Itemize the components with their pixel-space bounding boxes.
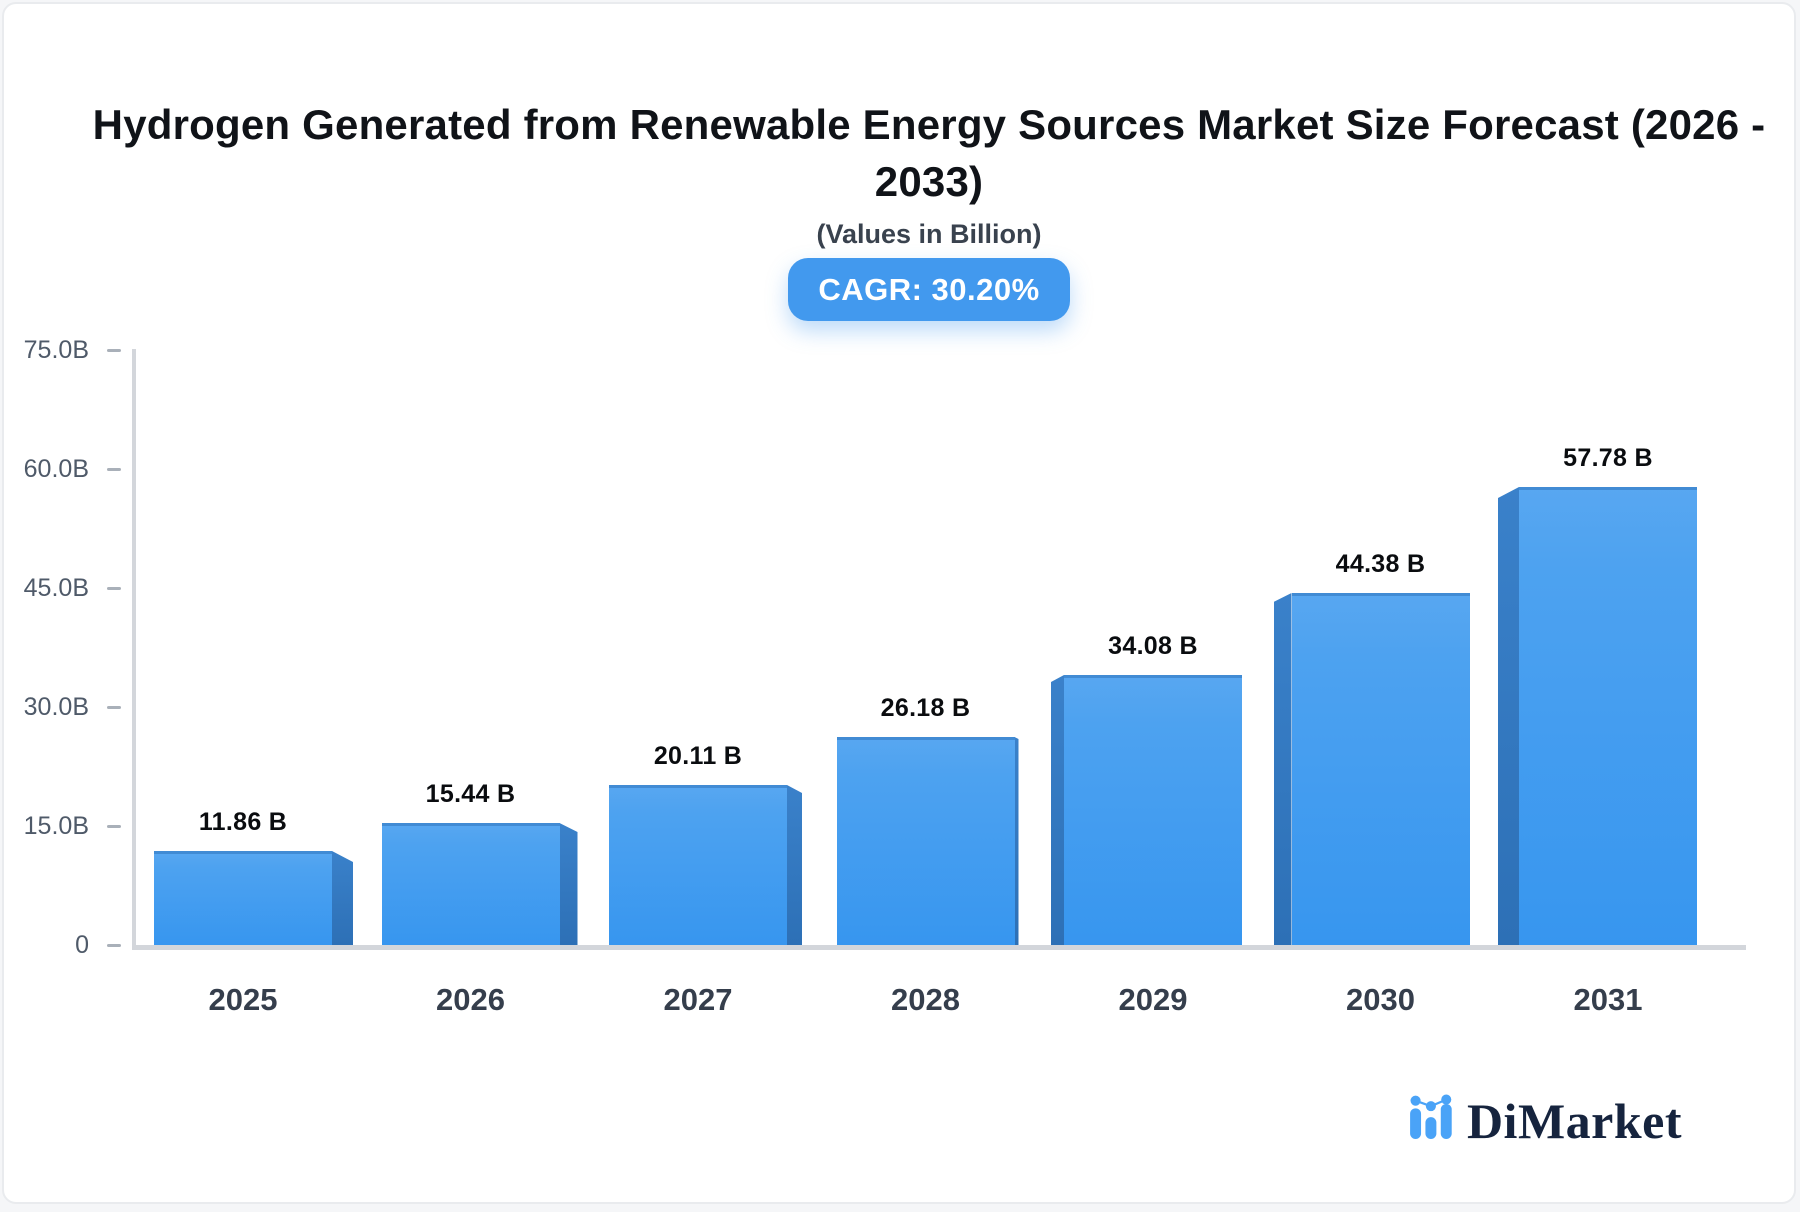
x-axis-category-label: 2027: [663, 982, 733, 1017]
y-axis-tick-mark: [107, 586, 121, 590]
x-axis-line: [132, 945, 1746, 950]
bar-face[interactable]: [1064, 675, 1242, 945]
bar-face[interactable]: [1519, 487, 1697, 945]
chart-title: Hydrogen Generated from Renewable Energy…: [92, 101, 1766, 205]
x-axis-category-label: 2028: [891, 982, 960, 1017]
y-axis-tick-label: 15.0B: [23, 812, 89, 840]
y-axis-tick-label: 60.0B: [23, 455, 89, 483]
chart-header: Hydrogen Generated from Renewable Energy…: [79, 4, 1779, 321]
y-axis-line: [132, 349, 136, 949]
bar-value-label: 11.86 B: [198, 808, 288, 836]
bar[interactable]: [381, 823, 578, 945]
bar-value-label: 44.38 B: [1335, 550, 1426, 578]
y-axis-tick-label: 75.0B: [23, 336, 89, 364]
dimarket-logo: DiMarket: [1410, 1093, 1682, 1149]
x-axis-category-label: 2025: [208, 982, 278, 1017]
bar[interactable]: [1498, 487, 1697, 945]
cagr-badge: CAGR: 30.20%: [788, 258, 1070, 321]
bar-value-label: 26.18 B: [880, 694, 971, 722]
bar-face[interactable]: [154, 851, 332, 945]
dimarket-logo-icon: [1410, 1093, 1454, 1144]
y-axis-tick-mark: [107, 943, 121, 947]
bar-value-label: 34.08 B: [1108, 632, 1198, 660]
bar[interactable]: [1273, 593, 1470, 945]
y-axis-tick-label: 0: [75, 931, 89, 959]
bar-face[interactable]: [836, 737, 1015, 945]
x-axis-category-label: 2029: [1118, 982, 1188, 1017]
bar-side-3d: [1273, 593, 1292, 945]
dimarket-logo-text: DiMarket: [1466, 1093, 1682, 1149]
bar-value-label: 20.11 B: [653, 742, 743, 770]
bar[interactable]: [1051, 675, 1242, 945]
x-axis-category-label: 2026: [436, 982, 505, 1017]
bar-value-label: 57.78 B: [1563, 444, 1653, 472]
x-axis-category-label: 2031: [1573, 982, 1643, 1017]
bar-side-3d: [559, 823, 578, 945]
y-axis-tick-mark: [107, 467, 121, 471]
y-axis-tick-mark: [107, 705, 121, 709]
bar-side-3d: [1498, 487, 1519, 945]
bar-chart: 75.0B 60.0B 45.0B 30.0B 15.0B 0 11.86 B 2025 15.…: [4, 4, 1794, 1202]
bar-face[interactable]: [609, 785, 787, 945]
bar-face[interactable]: [381, 823, 560, 945]
bar-value-label: 15.44 B: [425, 780, 516, 808]
bar[interactable]: [836, 737, 1019, 945]
bar-side-3d: [332, 851, 353, 945]
y-axis-tick-mark: [107, 824, 121, 828]
bar-side-3d: [1051, 675, 1064, 945]
bar-side-3d: [787, 785, 802, 945]
bar[interactable]: [154, 851, 353, 945]
y-axis-tick-label: 45.0B: [23, 574, 89, 602]
bar-face[interactable]: [1291, 593, 1470, 945]
y-axis-tick-label: 30.0B: [23, 693, 89, 721]
y-axis-tick-mark: [107, 348, 121, 352]
bar[interactable]: [609, 785, 802, 945]
x-axis-category-label: 2030: [1346, 982, 1415, 1017]
chart-subtitle: (Values in Billion): [816, 219, 1042, 249]
bar-side-3d: [1014, 737, 1019, 945]
